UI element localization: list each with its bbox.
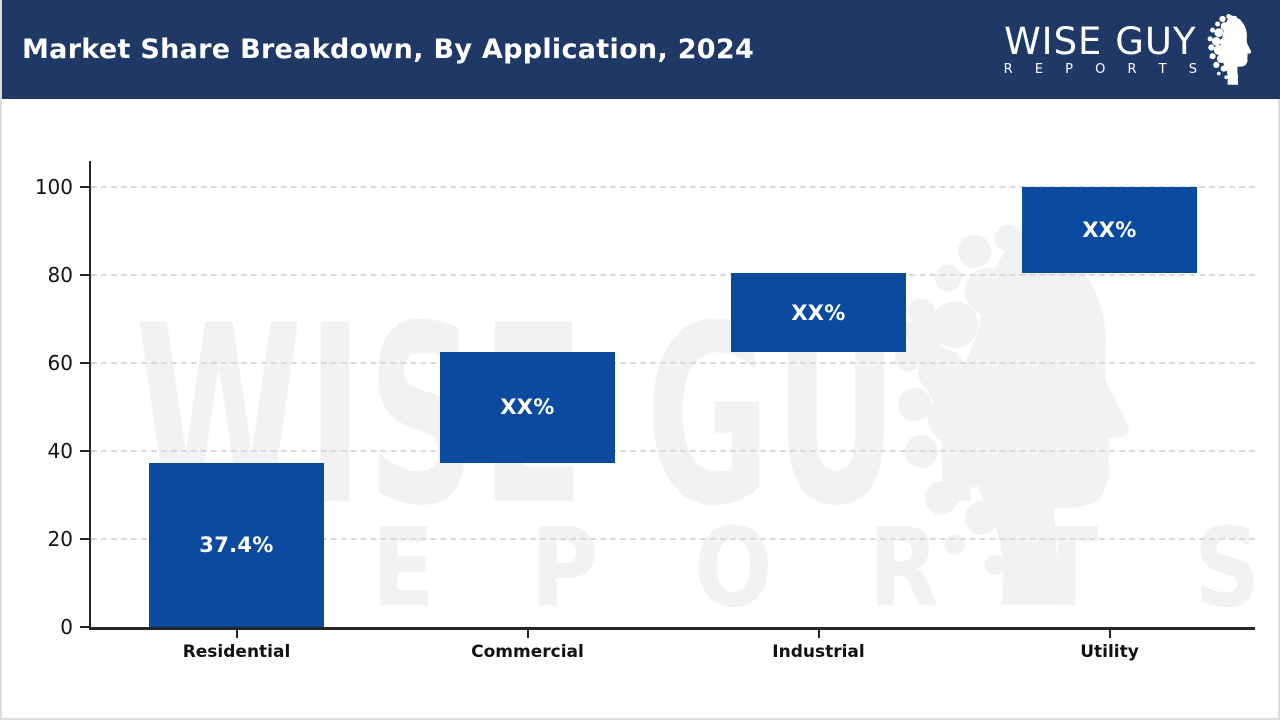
x-tick-mark xyxy=(817,630,820,638)
brand-name: WISE GUY xyxy=(1004,19,1197,63)
page-title: Market Share Breakdown, By Application, … xyxy=(22,34,755,65)
app-header: Market Share Breakdown, By Application, … xyxy=(2,0,1280,99)
y-tick-mark xyxy=(80,450,89,453)
brand-subname: R E P O R T S xyxy=(1003,61,1206,77)
x-category-label: Utility xyxy=(1080,642,1139,662)
wiseguy-head-icon xyxy=(1207,13,1252,85)
y-tick-mark xyxy=(80,626,89,628)
y-tick-mark xyxy=(80,186,89,189)
bar: XX% xyxy=(730,273,907,353)
bar: XX% xyxy=(1021,187,1198,274)
y-tick-label: 40 xyxy=(47,439,73,464)
brand-logo-text: WISE GUY R E P O R T S xyxy=(995,19,1206,77)
x-category-label: Commercial xyxy=(471,642,584,662)
bar: 37.4% xyxy=(148,462,325,627)
x-axis-line xyxy=(89,627,1255,630)
x-tick-mark xyxy=(1108,630,1111,638)
x-tick-mark xyxy=(235,630,238,638)
y-tick-label: 100 xyxy=(34,175,73,200)
bar-value-label: XX% xyxy=(500,395,555,420)
y-tick-label: 0 xyxy=(60,615,73,639)
gridline xyxy=(91,362,1255,365)
y-tick-label: 20 xyxy=(47,527,73,552)
gridline xyxy=(91,450,1255,453)
gridline xyxy=(91,274,1255,277)
bar-value-label: 37.4% xyxy=(199,532,274,557)
y-tick-label: 80 xyxy=(47,263,73,288)
x-tick-mark xyxy=(526,630,529,638)
bar-value-label: XX% xyxy=(1082,218,1137,243)
y-tick-mark xyxy=(80,538,89,541)
plot-area: 0 20 40 60 80 100 37.4% Residential XX% Commercia… xyxy=(35,161,1255,662)
y-tick-label: 60 xyxy=(47,351,73,376)
x-category-label: Industrial xyxy=(772,642,865,662)
bar: XX% xyxy=(439,352,616,463)
bar-value-label: XX% xyxy=(791,300,846,325)
y-tick-mark xyxy=(80,274,89,277)
x-category-label: Residential xyxy=(182,642,291,662)
brand-logo: WISE GUY R E P O R T S xyxy=(995,11,1256,89)
gridline xyxy=(91,186,1255,189)
y-tick-mark xyxy=(80,362,89,365)
y-axis-line xyxy=(89,161,91,629)
gridline xyxy=(91,538,1255,541)
